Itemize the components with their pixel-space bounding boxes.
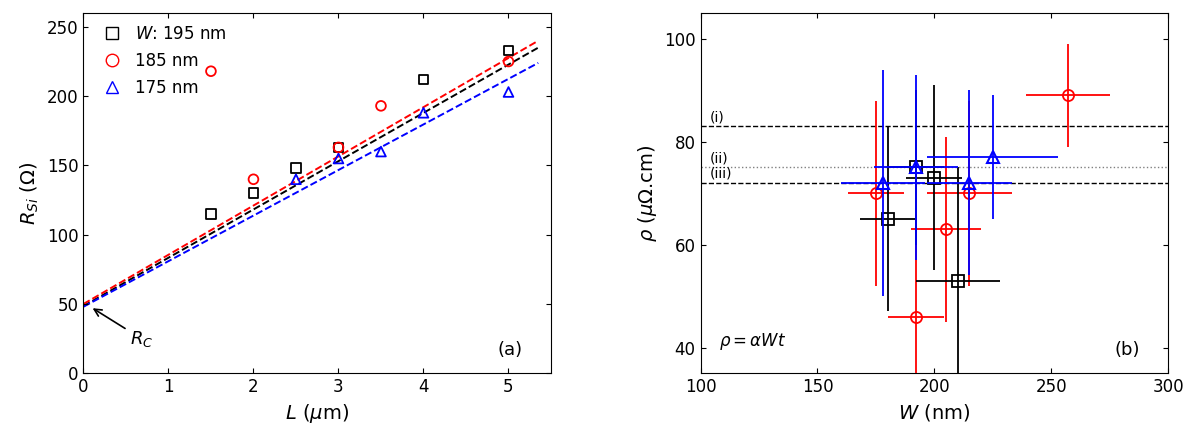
X-axis label: $W$ (nm): $W$ (nm) bbox=[899, 401, 970, 423]
Text: (a): (a) bbox=[498, 341, 523, 359]
Point bbox=[414, 109, 433, 116]
Point bbox=[286, 165, 305, 172]
Legend: $W$: 195 nm, 185 nm, 175 nm: $W$: 195 nm, 185 nm, 175 nm bbox=[92, 21, 230, 100]
Text: (b): (b) bbox=[1115, 341, 1140, 359]
Text: $\rho = \alpha Wt$: $\rho = \alpha Wt$ bbox=[719, 331, 787, 352]
Point bbox=[329, 155, 348, 162]
Point bbox=[286, 176, 305, 183]
Point bbox=[372, 148, 391, 155]
Point bbox=[244, 176, 263, 183]
Point bbox=[201, 210, 221, 217]
Point bbox=[499, 58, 519, 65]
Y-axis label: $\rho$ ($\mu\Omega$.cm): $\rho$ ($\mu\Omega$.cm) bbox=[635, 145, 658, 242]
Text: (i): (i) bbox=[710, 110, 725, 124]
Y-axis label: $R_{Si}$ ($\Omega$): $R_{Si}$ ($\Omega$) bbox=[19, 161, 42, 225]
Point bbox=[499, 89, 519, 95]
Text: $R_C$: $R_C$ bbox=[94, 309, 154, 349]
Point bbox=[414, 76, 433, 83]
Text: (ii): (ii) bbox=[710, 151, 728, 165]
Point bbox=[329, 144, 348, 151]
Point bbox=[329, 144, 348, 151]
Point bbox=[499, 47, 519, 54]
Point bbox=[372, 102, 391, 109]
X-axis label: $L$ ($\mu$m): $L$ ($\mu$m) bbox=[285, 401, 349, 424]
Point bbox=[201, 68, 221, 75]
Text: (iii): (iii) bbox=[710, 167, 732, 181]
Point bbox=[244, 190, 263, 197]
